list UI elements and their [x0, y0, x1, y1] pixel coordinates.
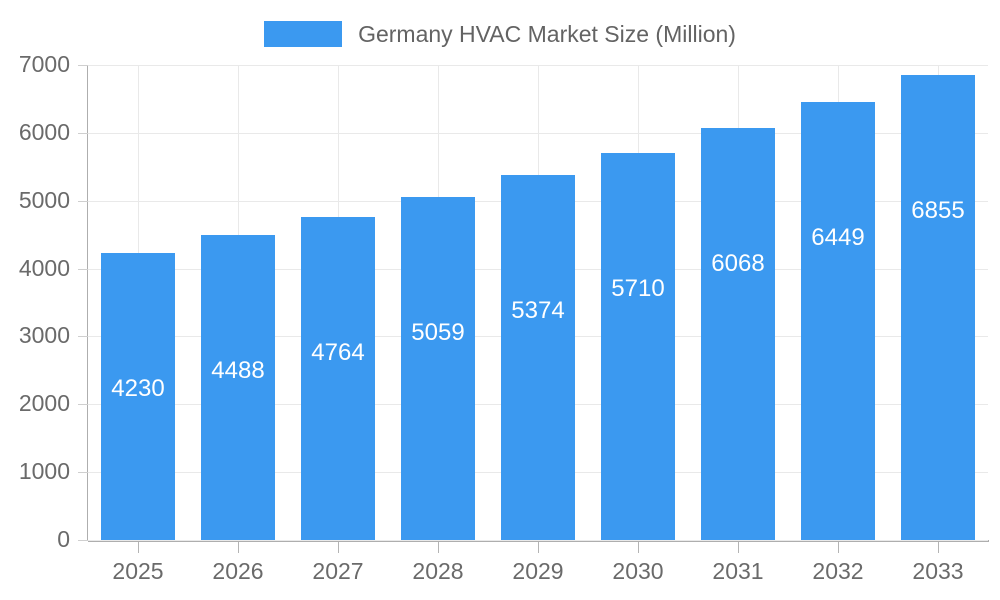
x-axis-tick-label: 2030 — [612, 558, 664, 584]
legend-color-swatch — [264, 21, 343, 47]
x-axis-tick-label: 2033 — [912, 558, 964, 584]
x-axis-tick-mark — [438, 542, 439, 553]
x-axis-tick-label: 2028 — [412, 558, 464, 584]
y-axis-tick-label: 2000 — [18, 390, 70, 417]
x-axis-tick-label: 2032 — [812, 558, 864, 584]
y-axis-tick-label: 5000 — [18, 186, 70, 213]
bar[interactable] — [601, 152, 675, 540]
y-axis-tick-mark — [78, 132, 88, 134]
bar[interactable] — [501, 175, 575, 540]
x-axis-line — [88, 540, 989, 542]
x-axis-tick-mark — [838, 542, 839, 553]
x-axis-tick-mark — [138, 542, 139, 553]
x-axis-tick-mark — [538, 542, 539, 553]
x-axis-tick-mark — [238, 542, 239, 553]
x-axis-tick-mark — [338, 542, 339, 553]
legend-label: Germany HVAC Market Size (Million) — [358, 20, 736, 47]
y-axis-tick-label: 4000 — [18, 254, 70, 281]
y-axis-tick-label: 0 — [57, 526, 70, 552]
y-axis-tick-label: 6000 — [18, 118, 70, 145]
bar[interactable] — [901, 74, 975, 540]
x-axis-tick-mark — [738, 542, 739, 553]
bar[interactable] — [401, 196, 475, 540]
x-axis-tick-label: 2025 — [112, 558, 164, 584]
chart-legend: Germany HVAC Market Size (Million) — [0, 14, 1000, 54]
x-axis-tick-mark — [638, 542, 639, 553]
y-axis-tick-mark — [78, 404, 88, 406]
plot-area: 4230 4488 4764 5059 5374 5710 6068 6449 6855 — [88, 65, 988, 541]
bar[interactable] — [101, 252, 175, 540]
bar[interactable] — [201, 235, 275, 540]
y-axis-tick-mark — [78, 65, 88, 66]
gridline-horizontal — [88, 540, 988, 541]
x-axis-tick-mark — [938, 542, 939, 553]
bar[interactable] — [701, 128, 775, 540]
y-axis-tick-label: 3000 — [18, 322, 70, 349]
y-axis-tick-label: 1000 — [18, 458, 70, 485]
x-axis-tick-label: 2026 — [212, 558, 264, 584]
y-axis-tick-mark — [78, 200, 88, 202]
bar[interactable] — [801, 102, 875, 540]
bar[interactable] — [301, 216, 375, 540]
y-axis-line — [87, 65, 88, 541]
y-axis-tick-mark — [78, 472, 88, 474]
y-axis-tick-mark — [78, 336, 88, 338]
y-axis-tick-label: 7000 — [18, 51, 70, 77]
y-axis-tick-mark — [78, 268, 88, 270]
x-axis-tick-label: 2027 — [312, 558, 364, 584]
y-axis-tick-mark — [78, 540, 88, 541]
x-axis-tick-label: 2029 — [512, 558, 564, 584]
x-axis-tick-label: 2031 — [712, 558, 764, 584]
